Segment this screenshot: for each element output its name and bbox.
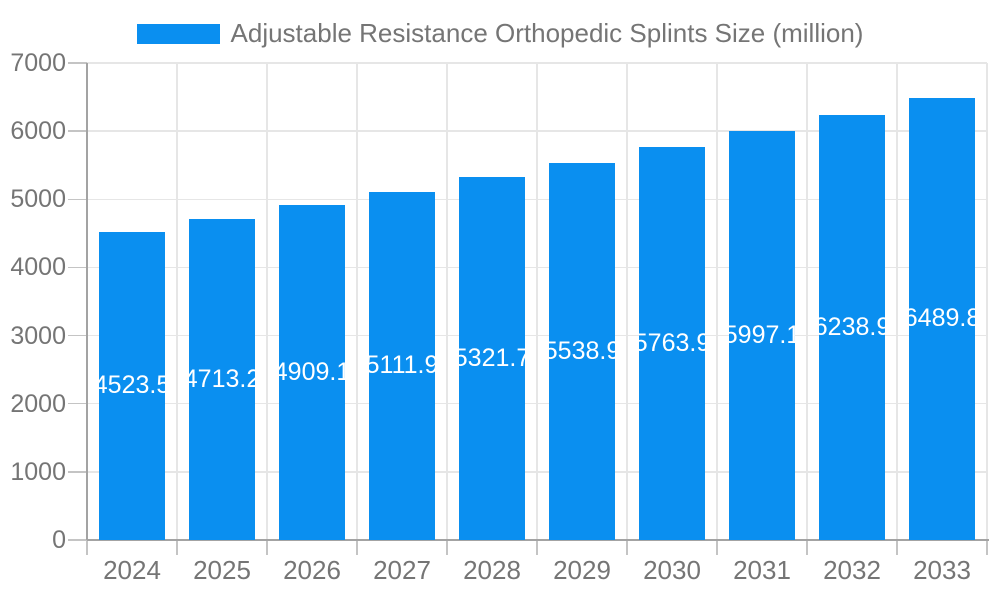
bar-2032: 6238.9 [819,114,885,540]
bar-value-label: 6238.9 [819,312,885,341]
gridline-vertical [806,63,808,540]
x-axis-tick-label: 2032 [823,555,881,585]
bar-2030: 5763.9 [639,147,705,540]
x-axis-tick [176,541,178,555]
bar-2024: 4523.5 [99,231,165,540]
x-axis-tick-label: 2030 [643,555,701,585]
plot-area: 4523.5 4713.2 4909.1 5111.9 5321.7 5538.9 5763… [68,62,989,555]
y-axis-tick [68,539,87,541]
x-axis-tick-label: 2031 [733,555,791,585]
gridline-vertical [716,63,718,540]
x-axis-tick [986,541,988,555]
y-axis-tick [68,471,87,473]
x-axis-tick [266,541,268,555]
gridline-vertical [626,63,628,540]
x-axis-tick-label: 2027 [373,555,431,585]
bar-value-label: 5997.1 [729,321,795,350]
x-axis-tick-label: 2028 [463,555,521,585]
x-axis-tick-label: 2024 [103,555,161,585]
bar-value-label: 4909.1 [279,358,345,387]
y-axis-tick [68,62,87,64]
legend: Adjustable Resistance Orthopedic Splints… [0,18,1000,49]
bar-value-label: 5321.7 [459,344,525,373]
x-axis-tick [626,541,628,555]
y-axis-tick [68,402,87,405]
x-axis-tick [86,541,88,555]
legend-series-label: Adjustable Resistance Orthopedic Splints… [230,18,864,48]
y-axis-tick-label: 3000 [10,321,66,350]
bar-value-label: 6489.8 [909,304,975,333]
x-axis-tick [446,541,448,555]
y-axis-tick-label: 0 [52,526,66,554]
y-axis-tick-label: 6000 [10,117,66,146]
x-axis-line [87,539,989,541]
x-axis-tick [716,541,718,555]
y-axis-tick-label: 1000 [10,457,66,486]
legend-swatch [136,23,220,44]
y-axis-tick-label: 7000 [10,49,66,77]
bar-value-label: 4523.5 [99,371,165,400]
bar-value-label: 4713.2 [189,364,255,393]
bar-2031: 5997.1 [729,131,795,540]
gridline-vertical [446,63,448,540]
x-axis-tick-label: 2026 [283,555,341,585]
y-axis-tick [68,198,87,201]
x-axis-tick [896,541,898,555]
bar-value-label: 5111.9 [369,351,435,380]
bar-2025: 4713.2 [189,218,255,540]
x-axis-tick-label: 2025 [193,555,251,585]
y-axis-tick [68,130,87,132]
gridline-vertical [266,63,268,540]
bar-value-label: 5538.9 [549,336,615,365]
gridline-vertical [896,63,898,540]
x-axis-tick-label: 2029 [553,555,611,585]
y-axis-tick-label: 4000 [10,253,66,282]
gridline-vertical [986,63,988,540]
bar-value-label: 5763.9 [639,329,705,358]
x-axis-tick [356,541,358,555]
y-axis-tick-label: 5000 [10,185,66,214]
bar-2027: 5111.9 [369,191,435,540]
gridline-vertical [536,63,538,540]
bar-2033: 6489.8 [909,97,975,540]
bar-2028: 5321.7 [459,177,525,540]
bar-2029: 5538.9 [549,162,615,540]
gridline-vertical [176,63,178,540]
y-axis-line [86,63,88,540]
x-axis-tick [806,541,808,555]
y-axis-tick [68,334,87,337]
y-axis-tick-label: 2000 [10,389,66,418]
gridline-vertical [356,63,358,540]
y-axis-tick [68,266,87,269]
x-axis-tick-label: 2033 [913,555,971,585]
x-axis-tick [536,541,538,555]
bar-2026: 4909.1 [279,205,345,540]
